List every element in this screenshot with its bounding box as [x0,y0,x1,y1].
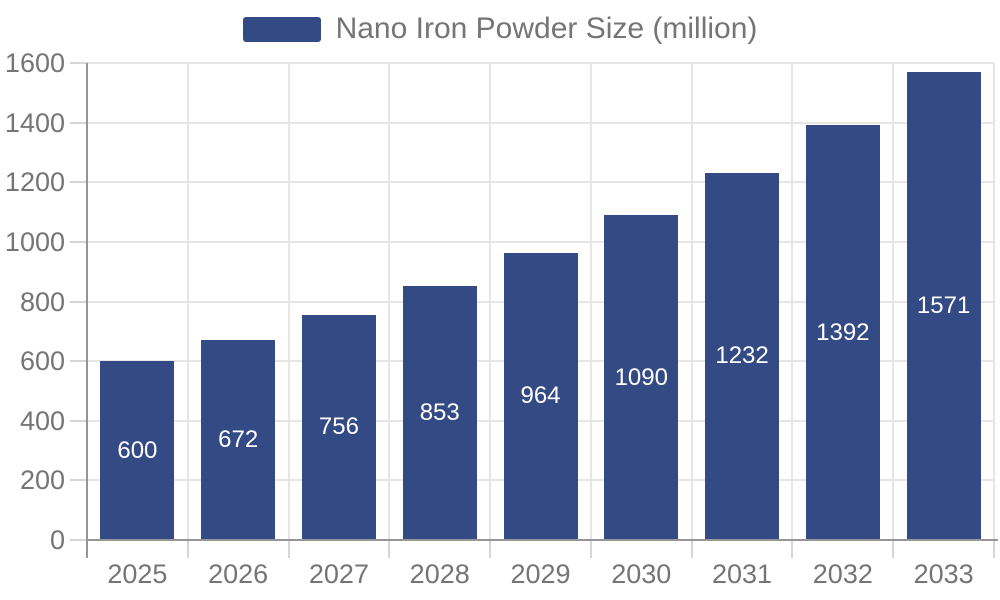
y-axis-tick [70,479,87,482]
bar[interactable] [906,71,981,540]
bar-value-label: 1232 [715,342,769,370]
y-tick-label: 1200 [4,167,65,198]
x-tick-label: 2032 [812,559,873,589]
gridline-vertical [287,63,290,540]
gridline-horizontal [87,181,994,184]
gridline-vertical [589,63,592,540]
bar[interactable] [100,361,175,540]
x-axis-tick [791,541,794,558]
y-tick-label: 200 [19,465,65,496]
x-axis-line [87,539,998,541]
y-axis-line [86,63,88,558]
x-axis-tick [287,541,290,558]
gridline-vertical [791,63,794,540]
y-tick-label: 800 [19,286,65,317]
bar-value-label: 600 [117,436,158,464]
x-tick-label: 2027 [308,559,369,589]
y-axis-tick [70,419,87,422]
y-tick-label: 600 [19,346,65,377]
y-tick-label: 1000 [4,226,65,257]
legend-item[interactable]: Nano Iron Powder Size (million) [0,14,1000,44]
y-axis-tick [70,539,87,541]
y-axis-tick [70,62,87,64]
gridline-vertical [489,63,492,540]
x-tick-label: 2030 [611,559,672,589]
x-axis-tick [489,541,492,558]
y-tick-label: 1600 [4,48,65,78]
bar-value-label: 853 [419,398,460,426]
x-tick-label: 2028 [409,559,470,589]
y-axis-tick [70,240,87,243]
gridline-vertical [690,63,693,540]
bar[interactable] [201,339,276,540]
bar-value-label: 1571 [916,291,971,319]
bar[interactable] [705,172,780,540]
x-tick-label: 2026 [208,559,269,589]
x-tick-label: 2029 [510,559,571,589]
x-axis-tick [690,541,693,558]
bar-value-label: 672 [218,425,259,453]
bar[interactable] [604,215,679,540]
y-tick-label: 400 [19,405,65,436]
y-axis-tick [70,181,87,184]
x-tick-label: 2025 [107,559,168,589]
legend-swatch [242,16,321,42]
bar[interactable] [805,125,880,540]
y-axis-tick [70,121,87,124]
x-axis-tick [892,541,895,558]
x-axis-tick [186,541,189,558]
bar[interactable] [402,285,477,540]
x-axis-tick [993,541,995,558]
bar-value-label: 964 [520,382,561,410]
bar-value-label: 756 [318,413,359,441]
bar[interactable] [503,252,578,540]
gridline-horizontal [87,62,994,64]
bar-value-label: 1392 [816,318,870,346]
bar-value-label: 1090 [614,363,668,391]
x-tick-label: 2031 [712,559,773,589]
y-axis-tick [70,360,87,363]
gridline-vertical [892,63,895,540]
gridline-vertical [993,63,995,540]
legend-label: Nano Iron Powder Size (million) [335,12,758,45]
y-tick-label: 1400 [4,107,65,138]
gridline-vertical [388,63,391,540]
gridline-vertical [186,63,189,540]
y-tick-label: 0 [49,525,65,555]
x-axis-tick [589,541,592,558]
x-tick-label: 2033 [913,559,974,589]
gridline-horizontal [87,121,994,124]
x-axis-tick [388,541,391,558]
bar[interactable] [301,314,376,540]
y-axis-tick [70,300,87,303]
gridline-horizontal [87,240,994,243]
